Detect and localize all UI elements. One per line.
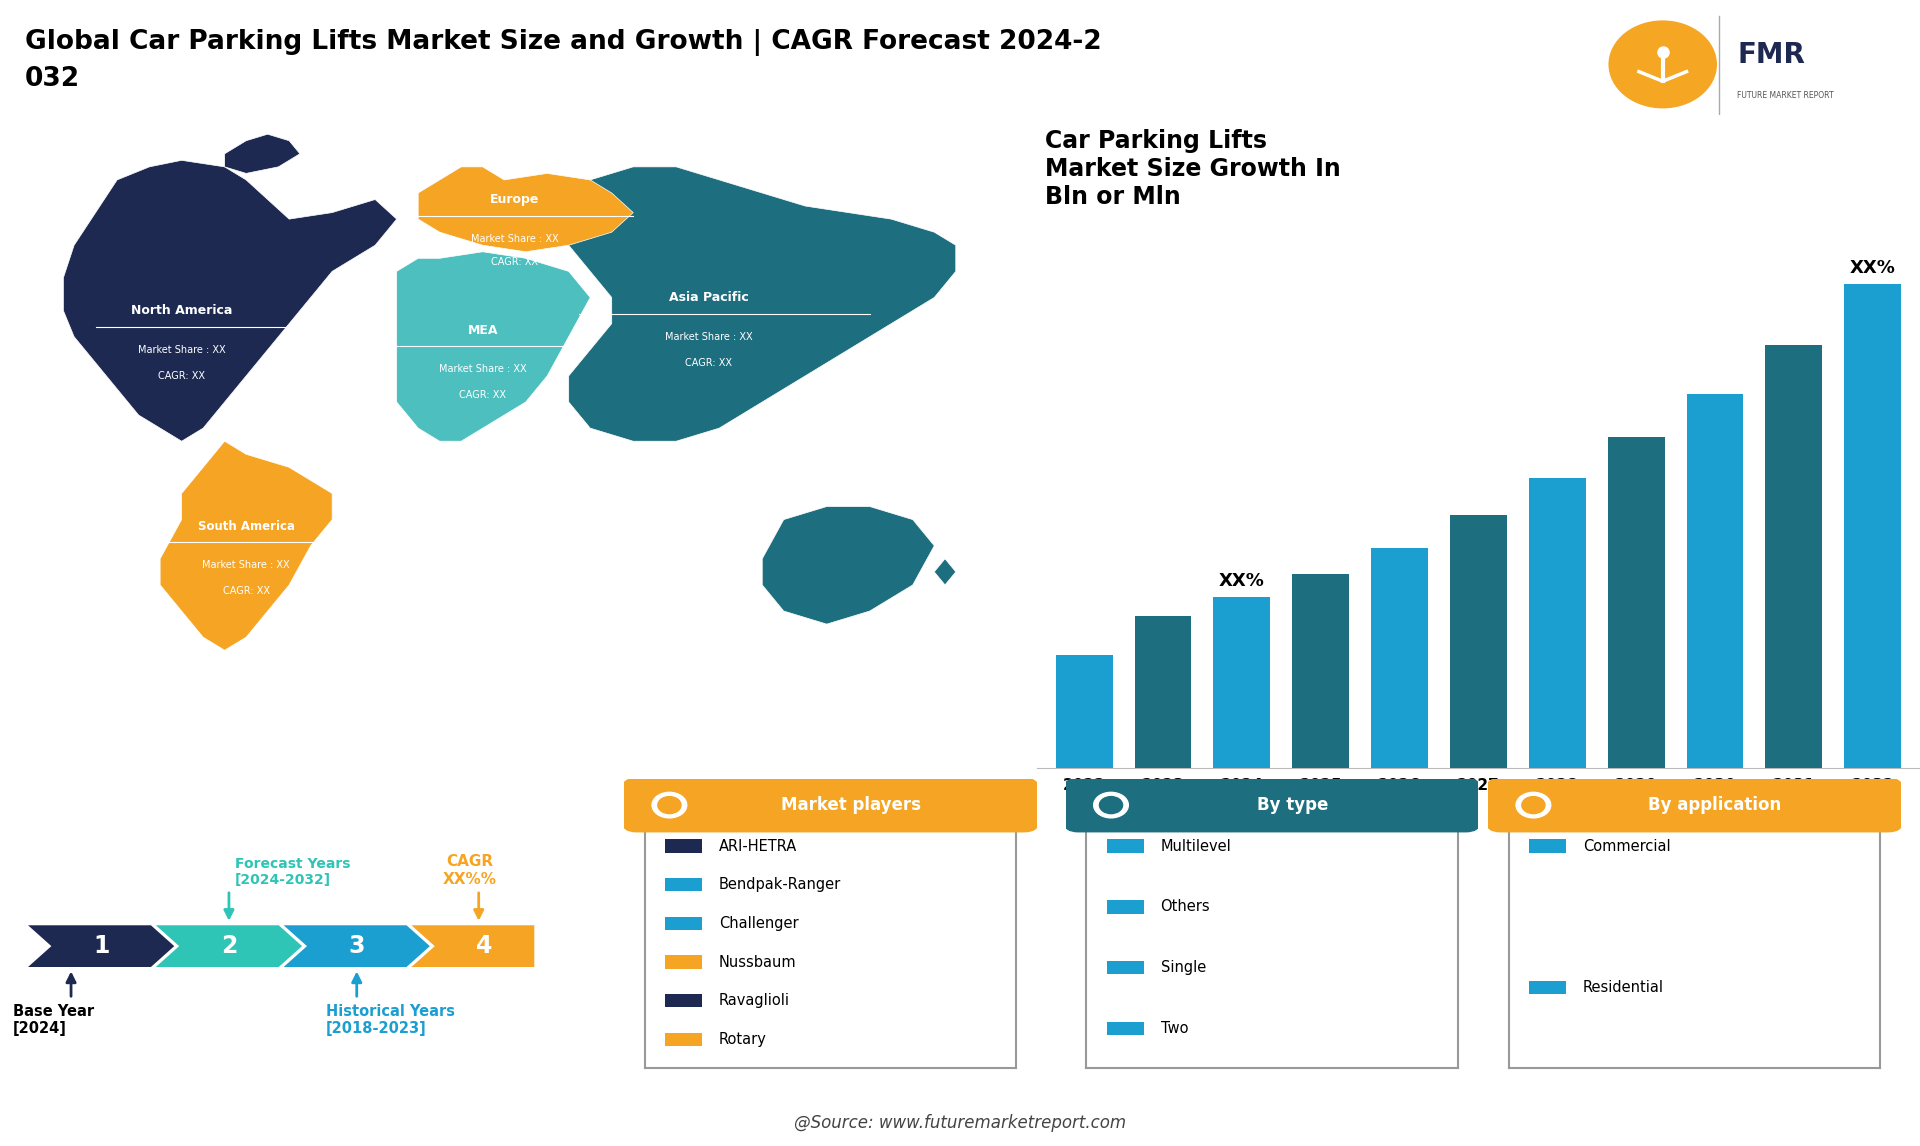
Circle shape xyxy=(659,796,682,814)
Polygon shape xyxy=(63,160,397,441)
FancyBboxPatch shape xyxy=(664,1033,703,1046)
Circle shape xyxy=(1609,21,1716,108)
Circle shape xyxy=(1523,796,1546,814)
Bar xyxy=(1056,656,1112,768)
Polygon shape xyxy=(159,441,332,650)
FancyBboxPatch shape xyxy=(664,994,703,1007)
Bar xyxy=(1528,478,1586,768)
Text: Europe: Europe xyxy=(490,193,540,206)
Text: XX%: XX% xyxy=(1219,572,1265,590)
FancyBboxPatch shape xyxy=(1106,839,1144,853)
Text: Commercial: Commercial xyxy=(1582,839,1670,854)
FancyBboxPatch shape xyxy=(664,956,703,968)
Bar xyxy=(1213,597,1271,768)
Text: Bendpak-Ranger: Bendpak-Ranger xyxy=(718,877,841,893)
Circle shape xyxy=(653,792,687,818)
Text: 032: 032 xyxy=(25,66,81,93)
Circle shape xyxy=(1100,796,1123,814)
Text: MEA: MEA xyxy=(467,323,497,337)
Text: Asia Pacific: Asia Pacific xyxy=(668,291,749,304)
Text: ARI-HETRA: ARI-HETRA xyxy=(718,839,797,854)
Text: Car Parking Lifts
Market Size Growth In
Bln or Mln: Car Parking Lifts Market Size Growth In … xyxy=(1044,129,1340,209)
Bar xyxy=(1135,615,1190,768)
Text: Forecast Years
[2024-2032]: Forecast Years [2024-2032] xyxy=(234,856,351,887)
Polygon shape xyxy=(935,559,956,584)
Text: Market Share : XX: Market Share : XX xyxy=(138,345,225,355)
Text: FMR: FMR xyxy=(1738,41,1805,69)
FancyBboxPatch shape xyxy=(1528,981,1567,995)
Polygon shape xyxy=(29,925,175,967)
FancyBboxPatch shape xyxy=(1106,900,1144,913)
Text: Challenger: Challenger xyxy=(718,916,799,931)
Text: Two: Two xyxy=(1160,1021,1188,1036)
Text: 3: 3 xyxy=(349,934,365,958)
FancyBboxPatch shape xyxy=(664,839,703,853)
FancyBboxPatch shape xyxy=(664,917,703,931)
Polygon shape xyxy=(568,167,956,441)
Text: Market Share : XX: Market Share : XX xyxy=(664,331,753,342)
FancyBboxPatch shape xyxy=(1486,778,1903,832)
Text: 4: 4 xyxy=(476,934,493,958)
Circle shape xyxy=(1517,792,1551,818)
FancyBboxPatch shape xyxy=(1106,1021,1144,1035)
Text: By type: By type xyxy=(1258,796,1329,814)
Polygon shape xyxy=(284,925,430,967)
Text: North America: North America xyxy=(131,304,232,317)
Bar xyxy=(1686,394,1743,768)
Polygon shape xyxy=(225,134,300,173)
Circle shape xyxy=(1094,792,1129,818)
Text: CAGR: XX: CAGR: XX xyxy=(157,371,205,380)
Text: Multilevel: Multilevel xyxy=(1160,839,1231,854)
Bar xyxy=(1450,515,1507,768)
Text: 1: 1 xyxy=(92,934,109,958)
Text: CAGR: XX: CAGR: XX xyxy=(223,587,269,596)
Text: Global Car Parking Lifts Market Size and Growth | CAGR Forecast 2024-2: Global Car Parking Lifts Market Size and… xyxy=(25,29,1102,56)
Text: Others: Others xyxy=(1160,900,1210,915)
Bar xyxy=(1292,574,1350,768)
Text: Market Share : XX: Market Share : XX xyxy=(202,560,290,571)
Text: By application: By application xyxy=(1649,796,1782,814)
Polygon shape xyxy=(411,925,534,967)
Bar xyxy=(1371,549,1428,768)
Text: Base Year
[2024]: Base Year [2024] xyxy=(13,1004,94,1036)
Text: Market players: Market players xyxy=(781,796,922,814)
Text: XX%: XX% xyxy=(1849,259,1895,277)
Text: Market Share : XX: Market Share : XX xyxy=(440,364,526,375)
Polygon shape xyxy=(762,507,935,625)
Polygon shape xyxy=(419,167,634,252)
Text: 2: 2 xyxy=(221,934,238,958)
FancyBboxPatch shape xyxy=(1528,839,1567,853)
Text: Market Share : XX: Market Share : XX xyxy=(470,234,559,244)
Polygon shape xyxy=(397,252,589,441)
Bar xyxy=(1845,284,1901,768)
Text: CAGR: XX: CAGR: XX xyxy=(459,391,507,400)
Text: @Source: www.futuremarketreport.com: @Source: www.futuremarketreport.com xyxy=(795,1114,1125,1132)
Text: South America: South America xyxy=(198,519,294,533)
Text: Rotary: Rotary xyxy=(718,1031,766,1046)
Text: Nussbaum: Nussbaum xyxy=(718,955,797,970)
Bar xyxy=(1766,345,1822,768)
Text: CAGR
XX%%: CAGR XX%% xyxy=(442,855,497,887)
Text: Single: Single xyxy=(1160,960,1206,975)
FancyBboxPatch shape xyxy=(664,878,703,892)
Text: CAGR: XX: CAGR: XX xyxy=(492,257,538,267)
Text: Ravaglioli: Ravaglioli xyxy=(718,994,789,1008)
Text: Historical Years
[2018-2023]: Historical Years [2018-2023] xyxy=(326,1004,455,1036)
FancyBboxPatch shape xyxy=(622,778,1039,832)
Text: CAGR: XX: CAGR: XX xyxy=(685,358,732,368)
FancyBboxPatch shape xyxy=(1106,960,1144,974)
FancyBboxPatch shape xyxy=(1064,778,1480,832)
Bar xyxy=(1607,437,1665,768)
Text: Residential: Residential xyxy=(1582,980,1665,996)
Polygon shape xyxy=(156,925,301,967)
Text: FUTURE MARKET REPORT: FUTURE MARKET REPORT xyxy=(1738,92,1834,100)
